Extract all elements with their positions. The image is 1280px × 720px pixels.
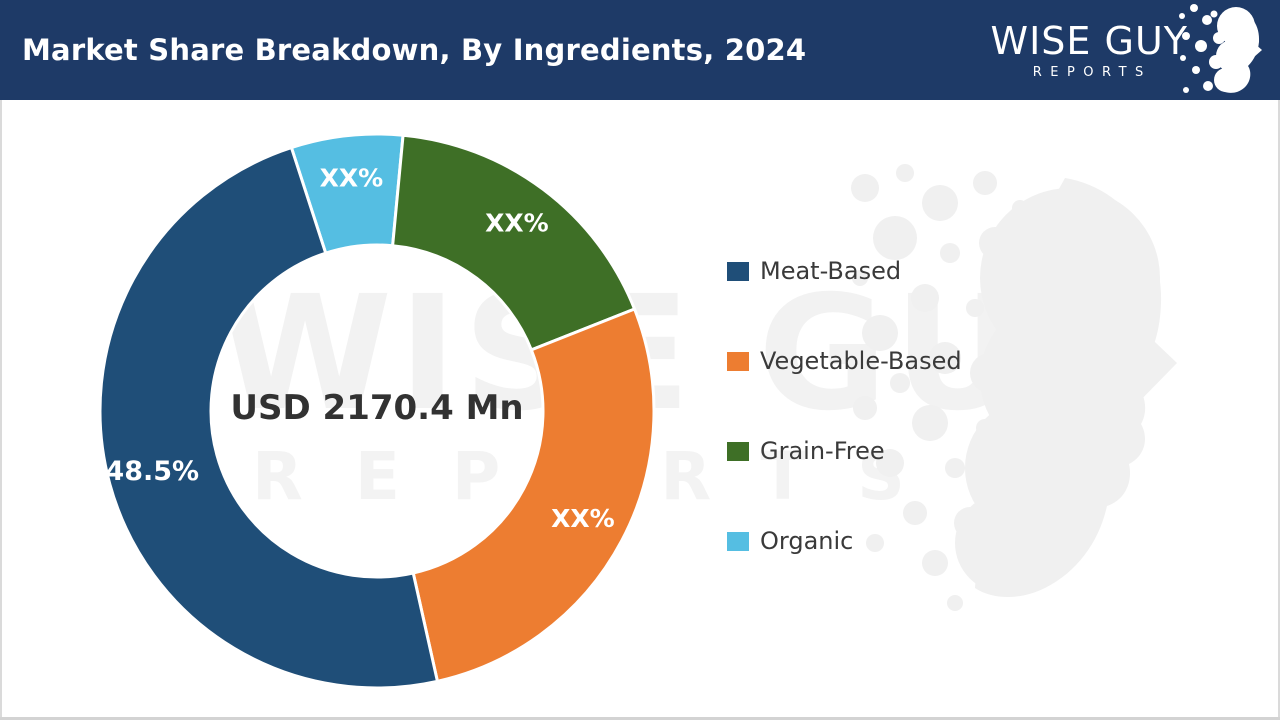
chart-center-value: USD 2170.4 Mn: [230, 388, 524, 428]
watermark-face-graphic: [851, 164, 1177, 611]
slice-label-meat-based: 48.5%: [105, 456, 199, 487]
page-border-right: [1278, 100, 1280, 717]
donut-segment-grain-free[interactable]: [391, 133, 637, 352]
donut-segment-meat-based[interactable]: [98, 146, 439, 690]
legend-label: Grain-Free: [760, 437, 885, 465]
brand-logo: WISE GUY REPORTS: [991, 0, 1266, 100]
chart-legend: Meat-Based Vegetable-Based Grain-Free Organ…: [727, 253, 962, 613]
legend-item-vegetable-based[interactable]: Vegetable-Based: [727, 343, 962, 379]
donut-chart: XX% XX% XX% 48.5%: [90, 124, 665, 703]
brand-name: WISE GUY: [990, 18, 1188, 63]
legend-label: Organic: [760, 527, 854, 555]
page-title: Market Share Breakdown, By Ingredients, …: [22, 33, 807, 67]
brand-wordmark: WISE GUY REPORTS: [991, 22, 1188, 79]
legend-swatch-meat-based: [727, 261, 749, 281]
brand-face-icon: [1179, 4, 1262, 93]
slice-label-organic: XX%: [320, 163, 384, 192]
brand-subname: REPORTS: [1032, 64, 1152, 80]
page-border-left: [0, 100, 2, 717]
legend-item-organic[interactable]: Organic: [727, 523, 962, 559]
legend-swatch-organic: [727, 531, 749, 551]
legend-item-grain-free[interactable]: Grain-Free: [727, 433, 962, 469]
slice-label-vegetable-based: XX%: [551, 504, 615, 533]
legend-swatch-vegetable-based: [727, 351, 749, 371]
slice-label-grain-free: XX%: [485, 209, 549, 238]
legend-label: Vegetable-Based: [760, 347, 962, 375]
legend-item-meat-based[interactable]: Meat-Based: [727, 253, 962, 289]
donut-segment-vegetable-based[interactable]: [411, 307, 656, 683]
legend-swatch-grain-free: [727, 441, 749, 461]
header-bar: Market Share Breakdown, By Ingredients, …: [0, 0, 1280, 100]
legend-label: Meat-Based: [760, 257, 902, 285]
